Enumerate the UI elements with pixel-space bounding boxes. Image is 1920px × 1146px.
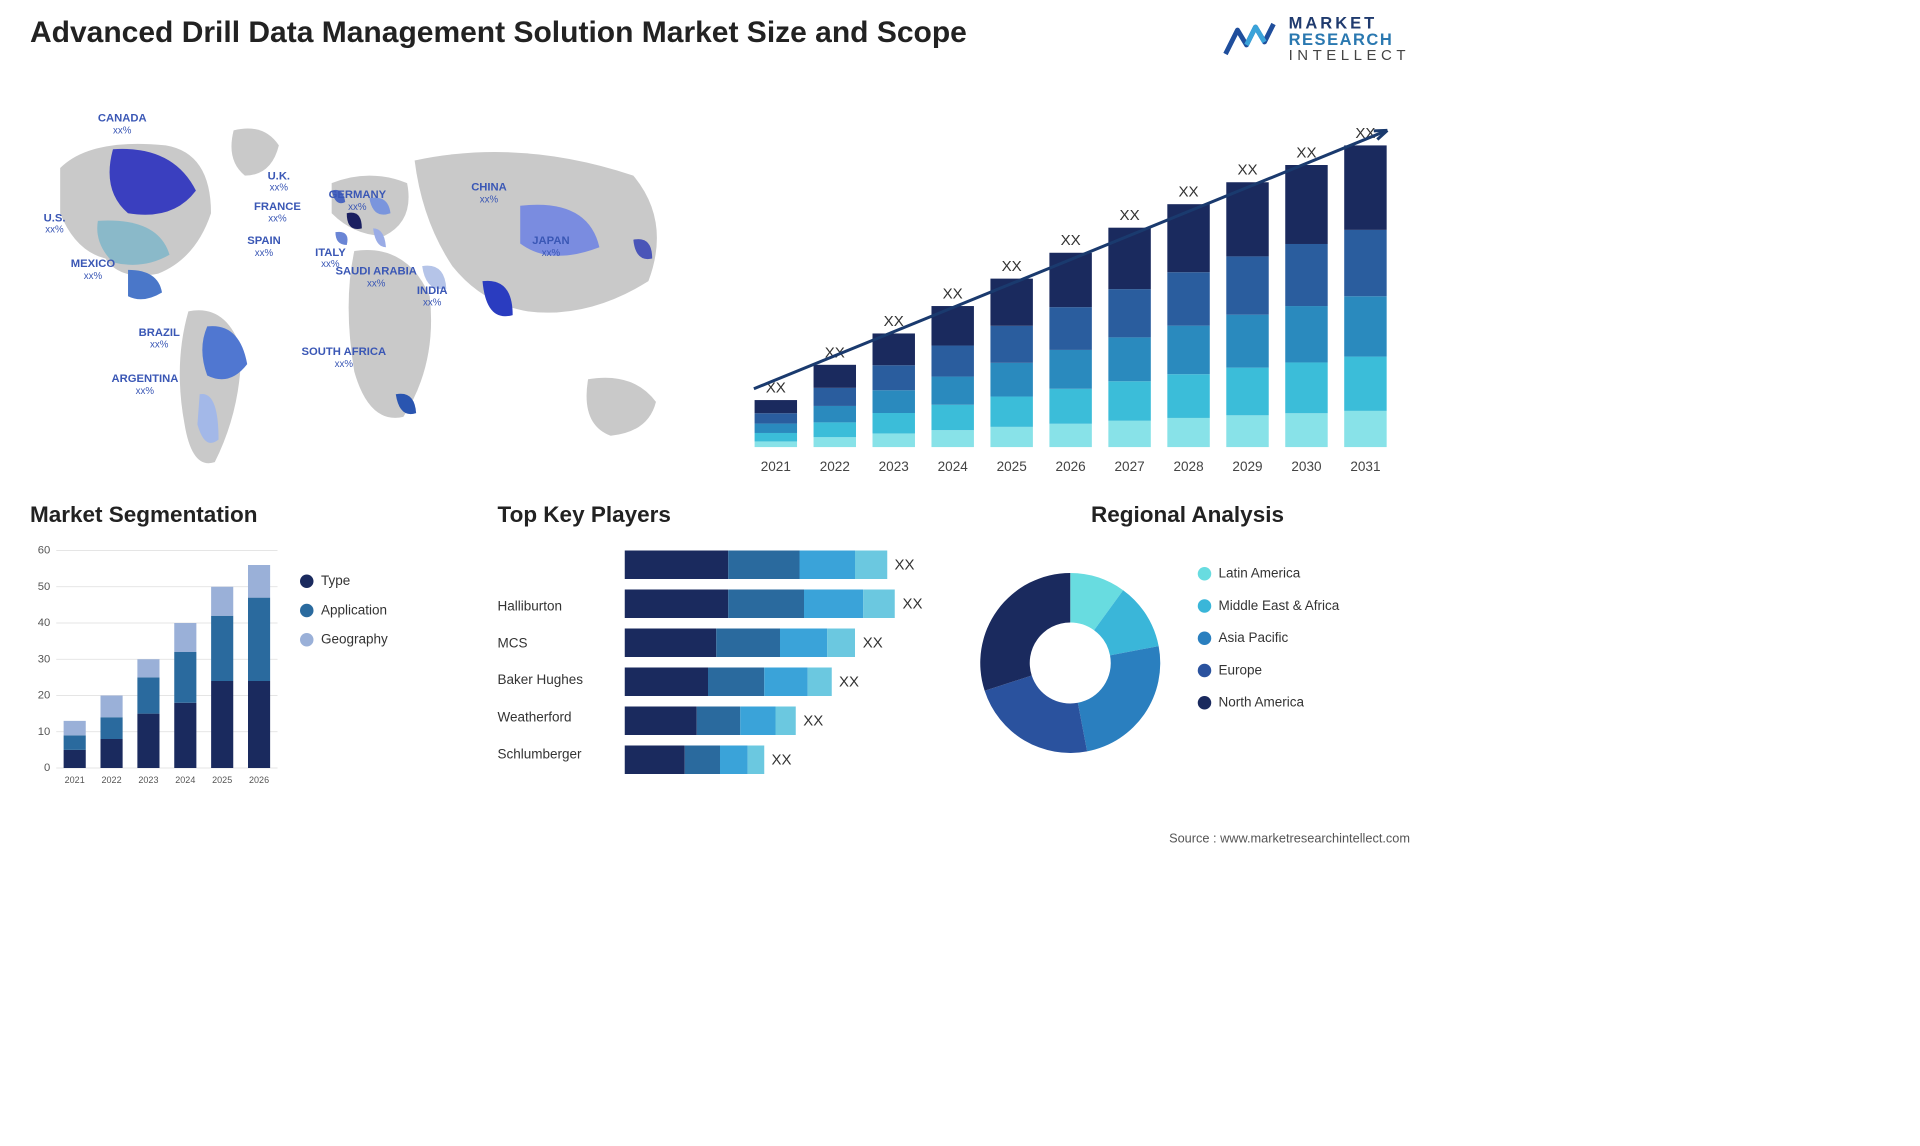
legend-item: Latin America (1197, 566, 1339, 582)
player-bar-row: XX (625, 707, 942, 736)
world-map-icon (30, 105, 709, 488)
svg-text:2029: 2029 (1232, 459, 1262, 474)
players-name-list: Halliburton MCS Baker Hughes Weatherford Sch… (497, 543, 625, 818)
logo-mark-icon (1220, 17, 1280, 62)
players-panel: Top Key Players Halliburton MCS Baker Hugh… (497, 503, 942, 818)
legend-item: Asia Pacific (1197, 630, 1339, 646)
svg-text:2024: 2024 (175, 775, 195, 785)
svg-text:60: 60 (38, 545, 51, 557)
legend-item: Geography (300, 632, 388, 648)
segmentation-chart: 0 10 20 30 40 50 60 2021 2022 2023 2024 2025 2026 (30, 543, 285, 791)
player-name: Schlumberger (497, 739, 613, 770)
svg-text:2021: 2021 (761, 459, 791, 474)
svg-text:XX: XX (943, 286, 963, 303)
map-label: BRAZILxx% (139, 327, 180, 350)
svg-text:2023: 2023 (138, 775, 158, 785)
map-label: CANADAxx% (98, 113, 147, 136)
legend-item: North America (1197, 695, 1339, 711)
svg-text:20: 20 (38, 690, 51, 702)
players-bars: XX XX XX XX XX XX (625, 543, 942, 818)
source-label: Source : www.marketresearchintellect.com (1169, 831, 1410, 846)
regional-donut-chart (965, 558, 1175, 768)
player-value: XX (895, 556, 915, 573)
svg-text:2022: 2022 (102, 775, 122, 785)
page-title: Advanced Drill Data Management Solution … (30, 15, 967, 50)
brand-logo: MARKET RESEARCH INTELLECT (1220, 15, 1410, 63)
bottom-row: Market Segmentation 0 10 20 30 40 50 60 2021 202… (30, 503, 1410, 818)
svg-text:XX: XX (1002, 258, 1022, 275)
player-name: MCS (497, 628, 613, 659)
growth-bar-chart: XX2021XX2022XX2023XX2024XX2025XX2026XX20… (731, 105, 1410, 488)
svg-text:2031: 2031 (1350, 459, 1380, 474)
svg-text:2024: 2024 (938, 459, 969, 474)
svg-text:2025: 2025 (212, 775, 232, 785)
player-value: XX (902, 595, 922, 612)
svg-text:2026: 2026 (1056, 459, 1086, 474)
player-name: Baker Hughes (497, 665, 613, 696)
svg-text:30: 30 (38, 653, 51, 665)
svg-text:2030: 2030 (1291, 459, 1322, 474)
map-label: JAPANxx% (532, 235, 569, 258)
map-label: MEXICOxx% (71, 258, 115, 281)
svg-text:2025: 2025 (997, 459, 1027, 474)
map-label: SPAINxx% (247, 235, 281, 258)
player-value: XX (771, 751, 791, 768)
player-bar-row: XX (625, 590, 942, 619)
svg-text:XX: XX (1120, 207, 1140, 224)
svg-text:2027: 2027 (1115, 459, 1145, 474)
header: Advanced Drill Data Management Solution … (30, 15, 1410, 105)
regional-title: Regional Analysis (965, 503, 1410, 529)
segmentation-legend: Type Application Geography (285, 543, 388, 818)
world-map-panel: CANADAxx% U.S.xx% MEXICOxx% BRAZILxx% ARGENT… (30, 105, 709, 488)
logo-text: MARKET RESEARCH INTELLECT (1289, 15, 1410, 63)
map-label: SOUTH AFRICAxx% (302, 346, 387, 369)
svg-text:2028: 2028 (1173, 459, 1203, 474)
svg-text:2026: 2026 (249, 775, 269, 785)
svg-text:50: 50 (38, 581, 51, 593)
svg-text:XX: XX (1061, 232, 1081, 249)
map-label: GERMANYxx% (329, 189, 387, 212)
player-value: XX (839, 673, 859, 690)
legend-item: Application (300, 602, 388, 618)
svg-text:40: 40 (38, 617, 51, 629)
player-name: Weatherford (497, 702, 613, 733)
svg-text:2021: 2021 (65, 775, 85, 785)
regional-legend: Latin America Middle East & Africa Asia Pa… (1175, 543, 1339, 818)
svg-text:2023: 2023 (879, 459, 909, 474)
player-bar-row: XX (625, 668, 942, 697)
svg-text:2022: 2022 (820, 459, 850, 474)
map-label: CHINAxx% (471, 182, 507, 205)
logo-line3: INTELLECT (1289, 48, 1410, 63)
map-label: U.S.xx% (44, 212, 66, 235)
legend-item: Type (300, 573, 388, 589)
regional-panel: Regional Analysis Latin America Middle Ea… (965, 503, 1410, 818)
logo-line2: RESEARCH (1289, 32, 1410, 49)
player-value: XX (803, 712, 823, 729)
legend-item: Europe (1197, 662, 1339, 678)
players-title: Top Key Players (497, 503, 942, 529)
legend-item: Middle East & Africa (1197, 598, 1339, 614)
svg-text:0: 0 (44, 762, 50, 774)
svg-text:XX: XX (1237, 162, 1257, 179)
player-bar-row: XX (625, 746, 942, 775)
segmentation-panel: Market Segmentation 0 10 20 30 40 50 60 2021 202… (30, 503, 475, 818)
svg-text:XX: XX (1178, 184, 1198, 201)
map-label: INDIAxx% (417, 285, 448, 308)
growth-chart-panel: XX2021XX2022XX2023XX2024XX2025XX2026XX20… (731, 105, 1410, 488)
player-value: XX (863, 634, 883, 651)
regional-donut-wrap (965, 558, 1175, 768)
map-label: SAUDI ARABIAxx% (335, 266, 416, 289)
player-name: Halliburton (497, 591, 613, 622)
top-row: CANADAxx% U.S.xx% MEXICOxx% BRAZILxx% ARGENT… (30, 105, 1410, 488)
segmentation-title: Market Segmentation (30, 503, 475, 529)
infographic-page: Advanced Drill Data Management Solution … (0, 0, 1440, 860)
player-bar-row: XX (625, 551, 942, 580)
map-label: FRANCExx% (254, 201, 301, 224)
map-label: ARGENTINAxx% (111, 373, 178, 396)
map-label: U.K.xx% (268, 170, 291, 193)
svg-text:10: 10 (38, 726, 51, 738)
player-bar-row: XX (625, 629, 942, 658)
